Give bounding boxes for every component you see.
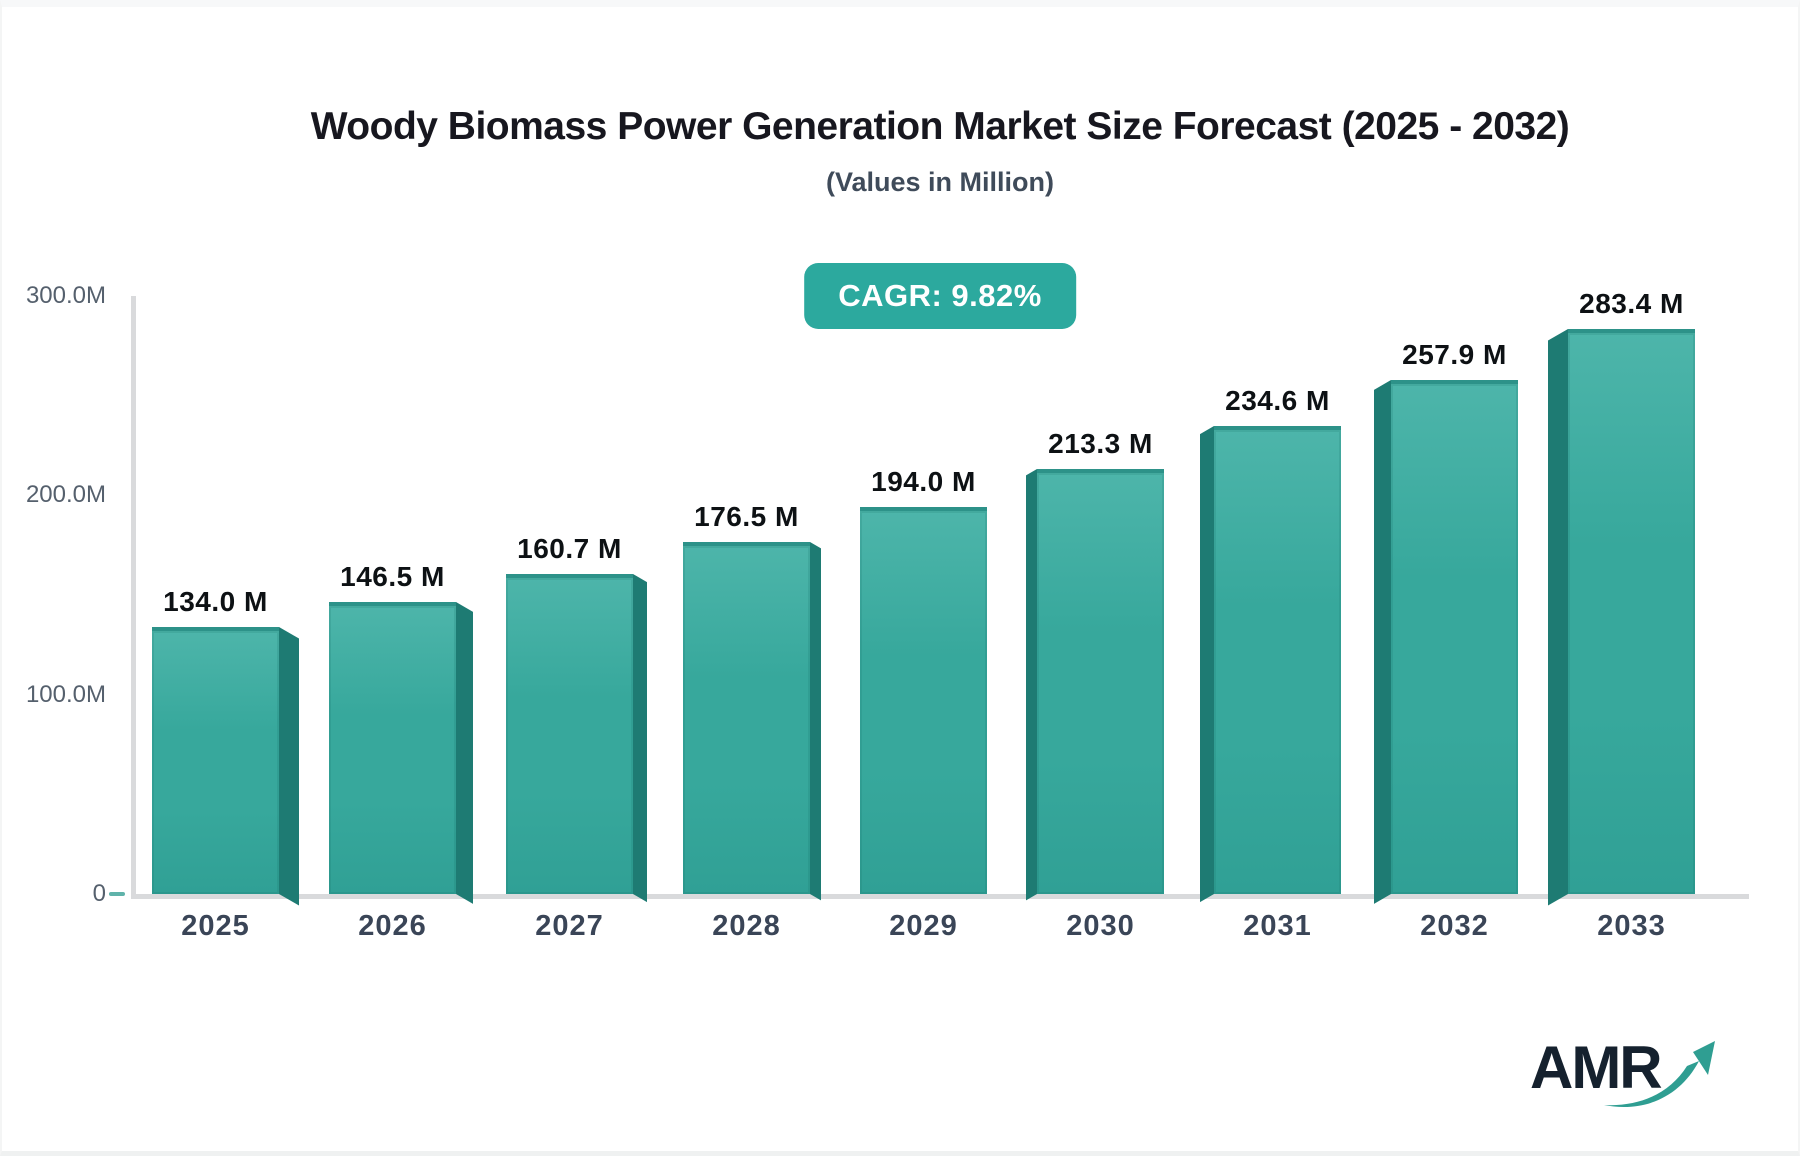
bar-value-label: 134.0 M	[163, 586, 268, 617]
bar-side-face	[633, 574, 647, 903]
x-tick-label: 2029	[889, 910, 958, 942]
bar-value-label: 176.5 M	[694, 501, 799, 532]
bar-value-label: 234.6 M	[1225, 385, 1330, 416]
x-tick-label: 2033	[1597, 910, 1666, 942]
y-tick-label: 200.0M	[25, 481, 106, 509]
y-tick-label: 0	[92, 880, 106, 907]
cagr-badge: CAGR: 9.82%	[804, 263, 1076, 329]
bar-value-label: 146.5 M	[340, 561, 445, 592]
y-tick-label: 100.0M	[25, 680, 106, 708]
bar-front-face	[329, 602, 456, 894]
chart-title: Woody Biomass Power Generation Market Si…	[310, 105, 1570, 148]
bar-group-2025	[152, 627, 299, 906]
bar-front-face	[1391, 380, 1518, 894]
bar-side-face	[1548, 329, 1568, 906]
y-axis-line	[131, 296, 136, 899]
bar-value-label: 160.7 M	[517, 533, 622, 564]
bar-side-face	[279, 627, 299, 906]
bar-group-2029	[860, 507, 987, 894]
bar-front-face	[1037, 469, 1164, 894]
bar-side-face	[1374, 380, 1391, 904]
x-tick-label: 2025	[181, 910, 250, 942]
bar-value-label: 257.9 M	[1402, 339, 1507, 370]
bar-front-face	[1214, 426, 1341, 894]
y-tick-label: 300.0M	[25, 282, 106, 309]
x-tick-label: 2026	[358, 910, 427, 942]
bar-group-2026	[329, 602, 473, 904]
x-tick-label: 2027	[535, 910, 604, 942]
bar-front-face	[506, 574, 633, 894]
bar-side-face	[456, 602, 473, 904]
x-tick-label: 2030	[1066, 910, 1135, 942]
x-axis-line	[131, 894, 1749, 899]
bar-group-2031	[1200, 426, 1341, 903]
amr-logo-text: AMR	[1530, 1034, 1663, 1101]
bar-value-label: 283.4 M	[1579, 288, 1684, 319]
plot-area: 300.0M 200.0M 100.0M 0 134.0 M 2025 146.5 M 202…	[2, 7, 1798, 1151]
x-tick-label: 2031	[1243, 910, 1312, 942]
bar-value-label: 194.0 M	[871, 466, 976, 497]
growth-arrow-icon	[1604, 1041, 1715, 1108]
chart-subtitle: (Values in Million)	[825, 167, 1055, 197]
bar-group-2027	[506, 574, 647, 903]
bar-side-face	[1200, 426, 1214, 903]
bar-group-2028	[683, 542, 821, 901]
x-tick-label: 2028	[712, 910, 781, 942]
bar-side-face	[1026, 469, 1037, 901]
bar-front-face	[683, 542, 810, 894]
bar-group-2032	[1374, 380, 1518, 904]
x-tick-label: 2032	[1420, 910, 1489, 942]
bar-value-label: 213.3 M	[1048, 428, 1153, 459]
bar-group-2030	[1026, 469, 1164, 901]
bar-front-face	[1568, 329, 1695, 894]
bar-front-face	[860, 507, 987, 894]
amr-logo: AMR	[1530, 1033, 1720, 1117]
bar-front-face	[152, 627, 279, 894]
zero-tick-mark	[109, 892, 125, 896]
bar-side-face	[810, 542, 821, 901]
bar-group-2033	[1548, 329, 1695, 906]
